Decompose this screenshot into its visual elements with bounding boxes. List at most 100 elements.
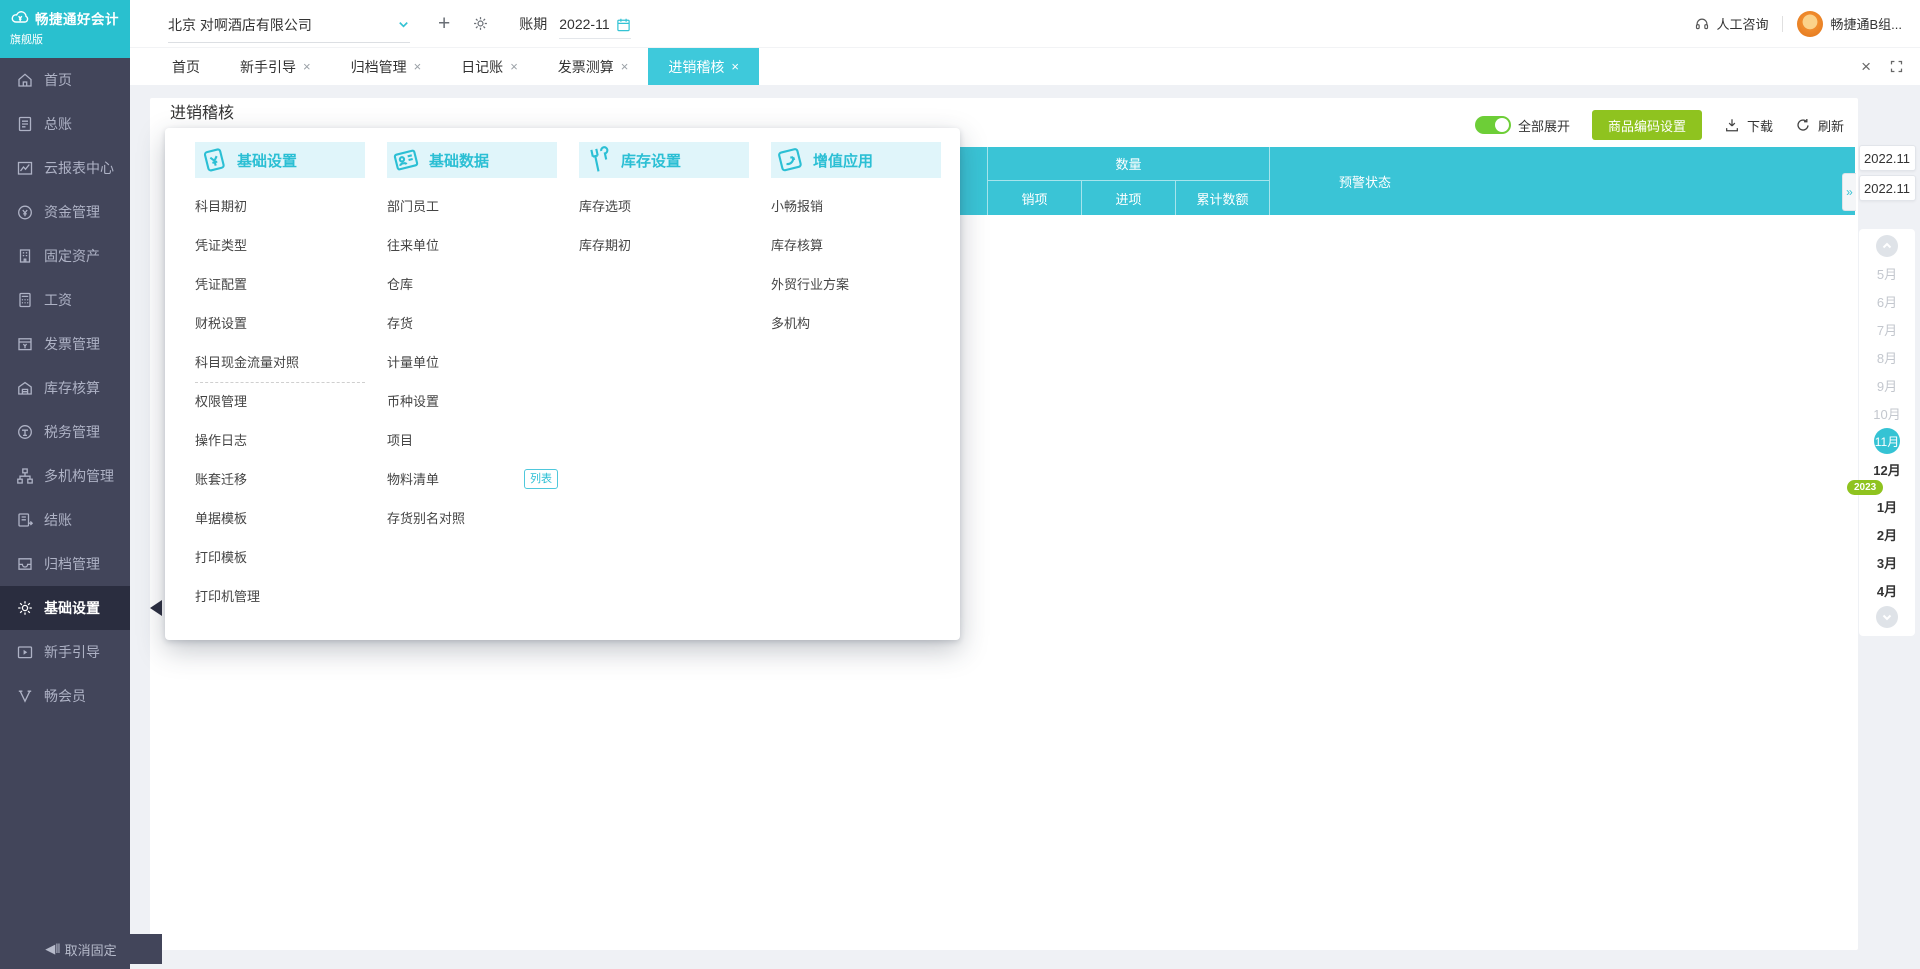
menu-item[interactable]: 项目 xyxy=(387,421,571,460)
tab-close-icon[interactable]: × xyxy=(620,59,629,74)
month-8月[interactable]: 8月 xyxy=(1876,350,1898,366)
menu-item[interactable]: 往来单位 xyxy=(387,226,571,265)
menu-item[interactable]: 库存核算 xyxy=(771,226,955,265)
menu-item[interactable]: 多机构 xyxy=(771,304,955,343)
period-picker[interactable]: 2022-11 xyxy=(559,16,631,39)
menu-item[interactable]: 存货 xyxy=(387,304,571,343)
month-12月[interactable]: 12月 xyxy=(1873,462,1901,478)
closing-icon xyxy=(16,511,34,529)
menu-item[interactable]: 操作日志 xyxy=(195,421,379,460)
avatar[interactable] xyxy=(1797,10,1824,37)
period-box-1[interactable]: 2022.11 xyxy=(1858,145,1916,171)
user-name[interactable]: 畅捷通B组... xyxy=(1830,17,1902,32)
tab-home[interactable]: 首页 xyxy=(152,48,220,85)
month-10月[interactable]: 10月 xyxy=(1873,406,1901,422)
tab-close-icon[interactable]: × xyxy=(510,59,518,74)
menu-item[interactable]: 打印机管理 xyxy=(195,577,379,616)
menu-item[interactable]: 仓库 xyxy=(387,265,571,304)
sidebar-item-home[interactable]: 首页 xyxy=(0,58,130,102)
menu-item-label: 凭证类型 xyxy=(195,238,248,253)
sidebar-item-label: 工资 xyxy=(44,292,72,308)
month-3月[interactable]: 3月 xyxy=(1876,555,1898,571)
menu-section-title: 增值应用 xyxy=(813,152,874,170)
sidebar-item-funds[interactable]: 资金管理 xyxy=(0,190,130,234)
sidebar-item-closing[interactable]: 结账 xyxy=(0,498,130,542)
support-link[interactable]: 人工咨询 xyxy=(1694,14,1768,33)
expand-panel-handle[interactable]: » xyxy=(1842,173,1856,211)
menu-section-items: 小畅报销库存核算外贸行业方案多机构 xyxy=(771,187,955,343)
menu-item[interactable]: 权限管理 xyxy=(195,382,379,421)
menu-item[interactable]: 账套迁移 xyxy=(195,460,379,499)
menu-item[interactable]: 库存期初 xyxy=(579,226,763,265)
current-month-circle: 11月 xyxy=(1874,428,1900,454)
sidebar-item-member[interactable]: 畅会员 xyxy=(0,674,130,718)
expand-all-toggle[interactable] xyxy=(1474,116,1511,134)
menu-item[interactable]: 财税设置 xyxy=(195,304,379,343)
month-1月[interactable]: 1月 xyxy=(1876,499,1898,515)
month-4月[interactable]: 4月 xyxy=(1876,583,1898,599)
month-7月[interactable]: 7月 xyxy=(1876,322,1898,338)
col-purchase-qty[interactable]: 进项 xyxy=(1081,181,1175,215)
col-warning-status[interactable]: 预警状态 xyxy=(1338,174,1391,190)
menu-item-label: 多机构 xyxy=(771,316,811,331)
col-accumulated-amount[interactable]: 累计数额 xyxy=(1175,181,1269,215)
period-box-2[interactable]: 2022.11 xyxy=(1858,175,1916,201)
scroll-up-icon[interactable] xyxy=(1876,235,1898,257)
sidebar-item-archive[interactable]: 归档管理 xyxy=(0,542,130,586)
tab-发票测算[interactable]: 发票测算 × xyxy=(538,48,649,85)
add-account-button[interactable]: + xyxy=(438,11,451,35)
tab-close-icon[interactable]: × xyxy=(413,59,422,74)
download-button[interactable]: 下载 xyxy=(1724,116,1773,135)
tab-归档管理[interactable]: 归档管理 × xyxy=(331,48,442,85)
menu-item[interactable]: 科目期初 xyxy=(195,187,379,226)
tab-bar: 首页 新手引导 × 归档管理 × 日记账 × 发票测算 × 进销稽核 × × xyxy=(130,48,1920,85)
sidebar-item-guide[interactable]: 新手引导 xyxy=(0,630,130,674)
menu-item[interactable]: 凭证类型 xyxy=(195,226,379,265)
scroll-down-icon[interactable] xyxy=(1876,606,1898,628)
tab-进销稽核[interactable]: 进销稽核 × xyxy=(648,48,759,85)
month-2月[interactable]: 2月 xyxy=(1876,527,1898,543)
tab-close-icon[interactable]: × xyxy=(731,59,739,74)
menu-section-items: 部门员工 往来单位仓库存货 计量单位 币种设置 项目 物料清单 列表 存货别名对照 xyxy=(387,187,571,538)
menu-item[interactable]: 外贸行业方案 xyxy=(771,265,955,304)
tab-close-icon[interactable]: × xyxy=(303,59,311,74)
sidebar-item-cloud-report[interactable]: 云报表中心 xyxy=(0,146,130,190)
menu-item[interactable]: 小畅报销 xyxy=(771,187,955,226)
month-9月[interactable]: 9月 xyxy=(1876,378,1898,394)
menu-item[interactable]: 计量单位 xyxy=(387,343,571,382)
gear-icon[interactable] xyxy=(472,15,489,32)
sidebar-item-salary[interactable]: 工资 xyxy=(0,278,130,322)
tab-日记账[interactable]: 日记账 × xyxy=(441,48,538,85)
sidebar-item-settings[interactable]: 基础设置 xyxy=(0,586,130,630)
sidebar-item-inventory[interactable]: 库存核算 xyxy=(0,366,130,410)
menu-item[interactable]: 凭证配置 xyxy=(195,265,379,304)
month-11月[interactable]: 11月 xyxy=(1859,427,1915,455)
menu-item[interactable]: 存货别名对照 xyxy=(387,499,571,538)
tab-新手引导[interactable]: 新手引导 × xyxy=(220,48,331,85)
menu-item[interactable]: 单据模板 xyxy=(195,499,379,538)
sidebar-item-ledger[interactable]: 总账 xyxy=(0,102,130,146)
menu-item[interactable]: 打印模板 xyxy=(195,538,379,577)
month-6月[interactable]: 6月 xyxy=(1876,294,1898,310)
menu-item-label: 库存核算 xyxy=(771,238,824,253)
list-badge: 列表 xyxy=(524,469,558,489)
menu-item[interactable]: 币种设置 xyxy=(387,382,571,421)
sidebar-item-multi-org[interactable]: 多机构管理 xyxy=(0,454,130,498)
sidebar-item-tax[interactable]: 税务管理 xyxy=(0,410,130,454)
menu-item-label: 仓库 xyxy=(387,277,414,292)
unpin-sidebar-button[interactable]: ◀‖ 取消固定 xyxy=(0,934,162,964)
menu-item[interactable]: 科目现金流量对照 xyxy=(195,343,379,383)
company-select[interactable]: 北京 对啊酒店有限公司 xyxy=(168,15,410,43)
refresh-button[interactable]: 刷新 xyxy=(1795,116,1844,135)
sidebar-item-invoice[interactable]: 发票管理 xyxy=(0,322,130,366)
menu-section-header: 基础数据 xyxy=(387,142,557,178)
menu-item[interactable]: 部门员工 xyxy=(387,187,571,226)
col-sales-qty[interactable]: 销项 xyxy=(1021,191,1048,207)
menu-item[interactable]: 库存选项 xyxy=(579,187,763,226)
menu-item[interactable]: 物料清单 列表 xyxy=(387,460,571,499)
sidebar-item-fixed-assets[interactable]: 固定资产 xyxy=(0,234,130,278)
close-icon[interactable]: × xyxy=(1861,56,1871,76)
product-code-settings-button[interactable]: 商品编码设置 xyxy=(1591,110,1702,140)
month-5月[interactable]: 5月 xyxy=(1876,266,1898,282)
fullscreen-icon[interactable] xyxy=(1889,59,1904,74)
